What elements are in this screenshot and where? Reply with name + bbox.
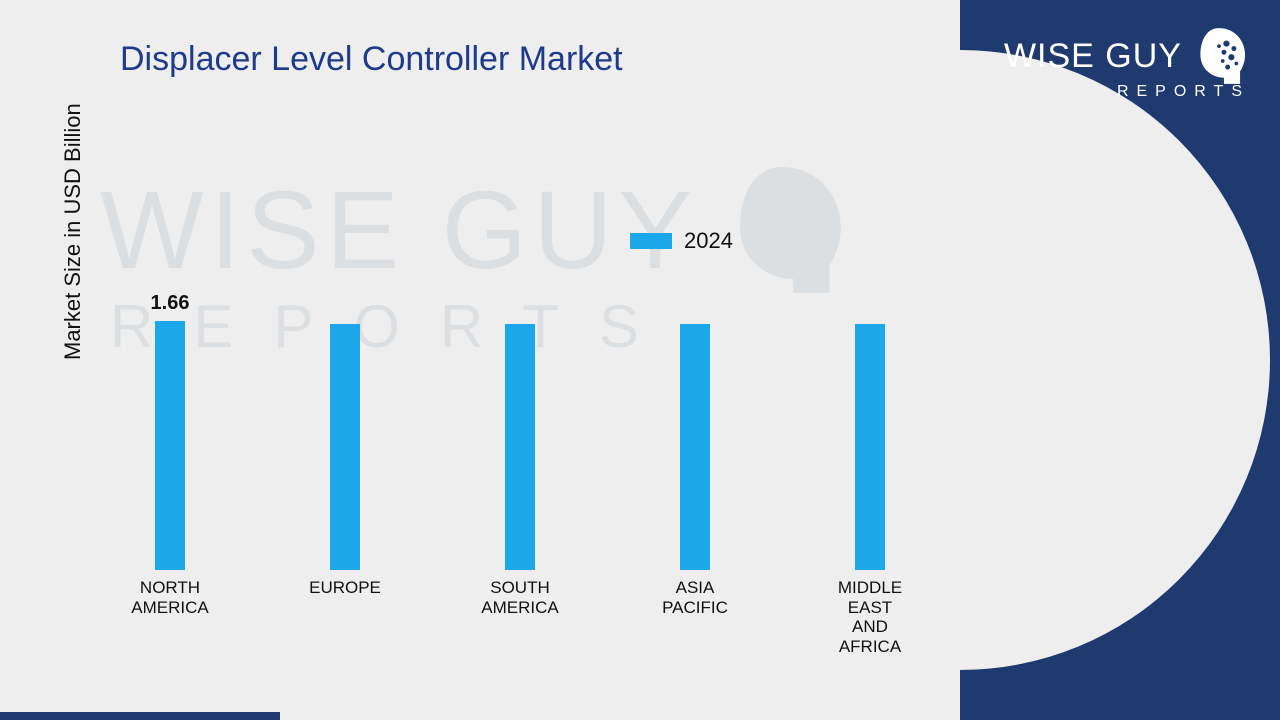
bar-4: MIDDLE EAST AND AFRICA xyxy=(855,324,885,570)
brand-logo-text1: WISE GUY xyxy=(1004,37,1182,76)
brand-head-icon xyxy=(1188,25,1250,87)
bar-category-label: ASIA PACIFIC xyxy=(662,578,728,617)
bottom-accent-strip xyxy=(0,712,280,720)
bar-category-label: NORTH AMERICA xyxy=(131,578,208,617)
legend-label: 2024 xyxy=(684,228,733,254)
bar-1: EUROPE xyxy=(330,324,360,570)
brand-logo-line2: REPORTS xyxy=(1004,83,1250,101)
legend-swatch xyxy=(630,233,672,249)
bar-rect xyxy=(330,324,360,570)
y-axis-label: Market Size in USD Billion xyxy=(60,103,86,360)
brand-logo: WISE GUY REPORTS xyxy=(1004,25,1250,101)
bar-rect xyxy=(855,324,885,570)
bar-0: 1.66NORTH AMERICA xyxy=(155,321,185,570)
bar-chart-plot: 2024 1.66NORTH AMERICAEUROPESOUTH AMERIC… xyxy=(110,270,930,570)
chart-title: Displacer Level Controller Market xyxy=(120,40,623,79)
brand-logo-line1: WISE GUY xyxy=(1004,25,1250,87)
chart-legend: 2024 xyxy=(630,228,733,254)
bar-rect xyxy=(155,321,185,570)
bar-category-label: SOUTH AMERICA xyxy=(481,578,558,617)
bar-rect xyxy=(680,324,710,570)
bar-3: ASIA PACIFIC xyxy=(680,324,710,570)
bar-value-label: 1.66 xyxy=(151,292,190,315)
bar-rect xyxy=(505,324,535,570)
infographic-canvas: Displacer Level Controller Market WISE G… xyxy=(0,0,1280,720)
bar-2: SOUTH AMERICA xyxy=(505,324,535,570)
bar-category-label: EUROPE xyxy=(309,578,381,598)
bar-category-label: MIDDLE EAST AND AFRICA xyxy=(838,578,902,656)
